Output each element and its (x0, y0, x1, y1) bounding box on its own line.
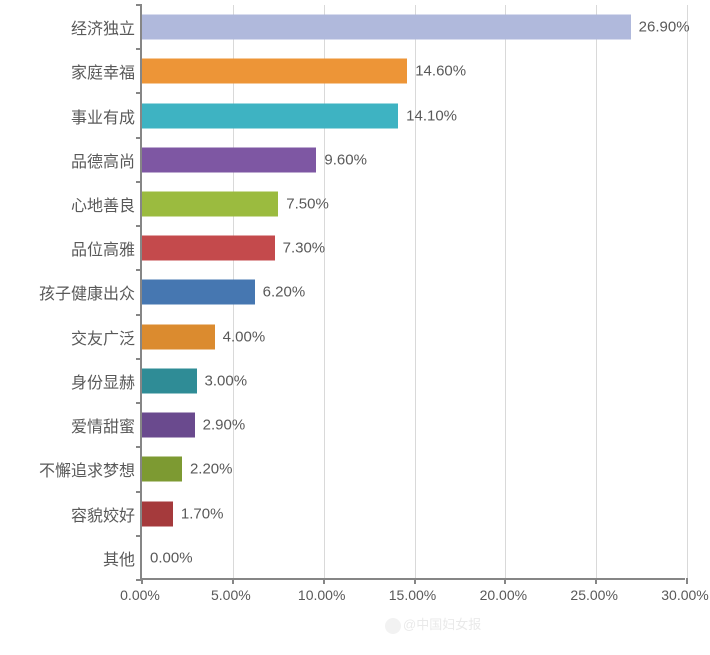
bar (142, 501, 173, 526)
value-label: 1.70% (181, 505, 224, 522)
x-axis-label: 30.00% (661, 587, 708, 603)
value-label: 2.90% (203, 417, 246, 434)
value-label: 0.00% (150, 549, 193, 566)
bar-row: 其他 0.00% (0, 536, 700, 580)
value-label: 7.50% (286, 196, 329, 213)
x-axis-label: 0.00% (120, 587, 160, 603)
bar-row: 不懈追求梦想 2.20% (0, 447, 700, 491)
category-label: 孩子健康出众 (39, 280, 135, 304)
category-label: 家庭幸福 (71, 59, 135, 83)
bar-row: 家庭幸福 14.60% (0, 49, 700, 93)
x-axis-label: 5.00% (211, 587, 251, 603)
bar-row: 身份显赫 3.00% (0, 359, 700, 403)
value-label: 14.10% (406, 107, 457, 124)
watermark: @中国妇女报 (385, 614, 481, 634)
category-label: 容貌姣好 (71, 502, 135, 526)
value-label: 4.00% (223, 328, 266, 345)
x-axis-label: 25.00% (570, 587, 617, 603)
value-label: 3.00% (205, 372, 248, 389)
bar-row: 品位高雅 7.30% (0, 226, 700, 270)
bar (142, 324, 215, 349)
bar (142, 457, 182, 482)
bar-row: 心地善良 7.50% (0, 182, 700, 226)
value-label: 7.30% (283, 240, 326, 257)
bar-row: 容貌姣好 1.70% (0, 492, 700, 536)
category-label: 爱情甜蜜 (71, 413, 135, 437)
value-label: 6.20% (263, 284, 306, 301)
category-label: 不懈追求梦想 (39, 457, 135, 481)
watermark-text: @中国妇女报 (403, 617, 481, 632)
x-axis-label: 15.00% (389, 587, 436, 603)
bar-row: 品德高尚 9.60% (0, 138, 700, 182)
category-label: 品位高雅 (71, 236, 135, 260)
bar (142, 147, 316, 172)
weibo-icon (385, 618, 401, 634)
value-label: 14.60% (415, 63, 466, 80)
category-label: 品德高尚 (71, 148, 135, 172)
x-axis-label: 10.00% (298, 587, 345, 603)
x-axis-label: 20.00% (480, 587, 527, 603)
bar (142, 192, 278, 217)
bar (142, 368, 197, 393)
bar (142, 15, 631, 40)
value-label: 9.60% (324, 151, 367, 168)
value-label: 2.20% (190, 461, 233, 478)
bar (142, 280, 255, 305)
bar (142, 59, 407, 84)
bar (142, 236, 275, 261)
bar-row: 交友广泛 4.00% (0, 315, 700, 359)
bar (142, 103, 398, 128)
category-label: 交友广泛 (71, 325, 135, 349)
category-label: 心地善良 (71, 192, 135, 216)
category-label: 事业有成 (71, 104, 135, 128)
bar-row: 事业有成 14.10% (0, 93, 700, 137)
bar-chart: 0.00%5.00%10.00%15.00%20.00%25.00%30.00%… (0, 5, 700, 625)
category-label: 身份显赫 (71, 369, 135, 393)
bar-row: 孩子健康出众 6.20% (0, 270, 700, 314)
value-label: 26.90% (639, 19, 690, 36)
category-label: 其他 (103, 546, 135, 570)
bar-row: 经济独立 26.90% (0, 5, 700, 49)
bar-row: 爱情甜蜜 2.90% (0, 403, 700, 447)
category-label: 经济独立 (71, 15, 135, 39)
bar (142, 413, 195, 438)
